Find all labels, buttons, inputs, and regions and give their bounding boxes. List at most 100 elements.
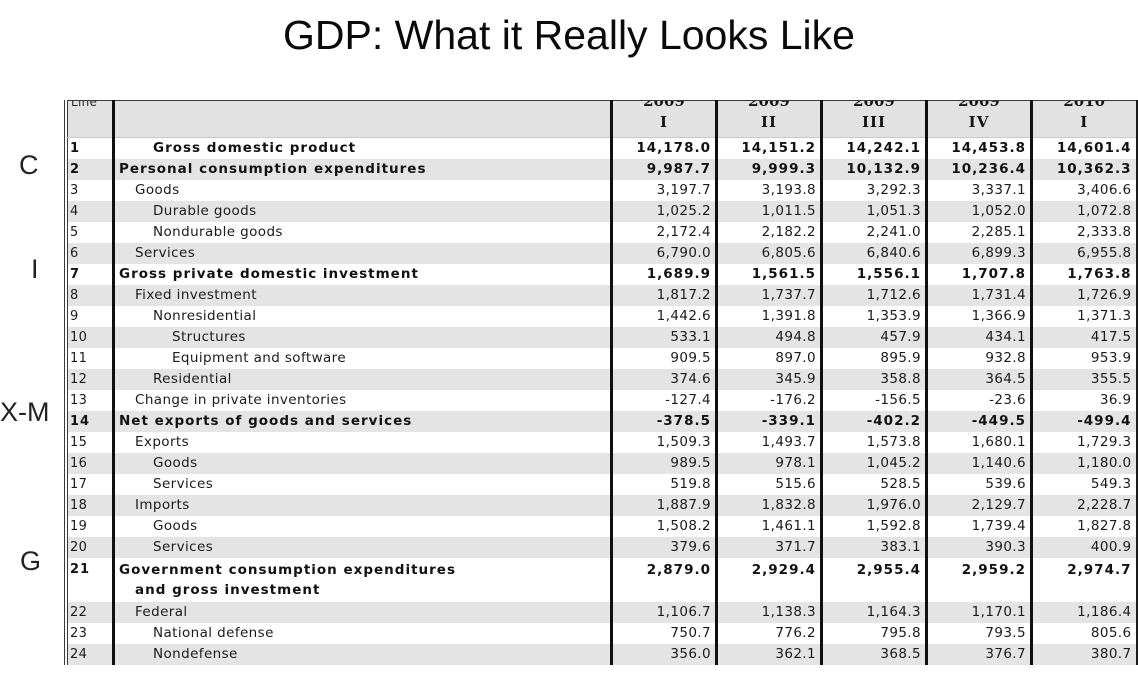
value-cell: 793.5: [926, 623, 1033, 644]
table-row: 7 Gross private domestic investment 1,689.…: [67, 264, 1138, 285]
value-cell: 909.5: [611, 348, 718, 369]
margin-label-investment: I: [31, 254, 39, 284]
value-cell: 1,729.3: [1031, 432, 1138, 453]
value-cell: 1,739.4: [926, 516, 1033, 537]
value-cell: -127.4: [611, 390, 718, 411]
line-column-header: Line: [71, 101, 98, 109]
year-label: 2009: [643, 101, 685, 110]
value-cell: 2,285.1: [926, 222, 1033, 243]
value-cell: 515.6: [716, 474, 823, 495]
line-number: 10: [67, 327, 115, 348]
value-cell: 897.0: [716, 348, 823, 369]
line-number: 4: [67, 201, 115, 222]
table-row: 19 Goods 1,508.2 1,461.1 1,592.8 1,739.4 1,827…: [67, 516, 1138, 537]
table-row: 4 Durable goods 1,025.2 1,011.5 1,051.3 1,052…: [67, 201, 1138, 222]
line-number: 5: [67, 222, 115, 243]
value-cell: 1,164.3: [821, 602, 928, 623]
value-cell: 10,132.9: [821, 159, 928, 180]
value-cell: 1,072.8: [1031, 201, 1138, 222]
table-row: 20 Services 379.6 371.7 383.1 390.3 400.9: [67, 537, 1138, 558]
value-cell: 1,140.6: [926, 453, 1033, 474]
value-cell: 1,556.1: [821, 264, 928, 285]
row-description: Services: [113, 474, 613, 495]
value-cell: 989.5: [611, 453, 718, 474]
value-cell: 1,731.4: [926, 285, 1033, 306]
value-cell: 371.7: [716, 537, 823, 558]
row-description: Nonresidential: [113, 306, 613, 327]
value-cell: -23.6: [926, 390, 1033, 411]
line-number: 18: [67, 495, 115, 516]
row-description: Goods: [113, 516, 613, 537]
table-row: 14 Net exports of goods and services -378.…: [67, 411, 1138, 432]
value-cell: 358.8: [821, 369, 928, 390]
value-cell: 1,353.9: [821, 306, 928, 327]
table-row: 10 Structures 533.1 494.8 457.9 434.1 417.5: [67, 327, 1138, 348]
row-description: Fixed investment: [113, 285, 613, 306]
description-column-header-cell: [113, 100, 613, 138]
value-cell: 1,461.1: [716, 516, 823, 537]
quarter-label: I: [1080, 113, 1089, 131]
table-row: 6 Services 6,790.0 6,805.6 6,840.6 6,899.3 6,9…: [67, 243, 1138, 264]
value-column-header-cell: 2009 III: [821, 100, 928, 138]
table-row: 22 Federal 1,106.7 1,138.3 1,164.3 1,170.1 1,1…: [67, 602, 1138, 623]
value-cell: 380.7: [1031, 644, 1138, 665]
value-cell: 14,178.0: [611, 137, 718, 159]
year-label: 2009: [958, 101, 1000, 110]
value-cell: 9,999.3: [716, 159, 823, 180]
value-cell: 345.9: [716, 369, 823, 390]
row-description: Government consumption expenditures and g…: [113, 558, 613, 602]
line-number: 13: [67, 390, 115, 411]
value-cell: 1,763.8: [1031, 264, 1138, 285]
line-number: 21: [67, 558, 115, 602]
line-number: 11: [67, 348, 115, 369]
line-number: 1: [67, 137, 115, 159]
value-column-header-cell: 2010 I: [1031, 100, 1138, 138]
row-description: Net exports of goods and services: [113, 411, 613, 432]
value-cell: 14,453.8: [926, 137, 1033, 159]
value-cell: 3,406.6: [1031, 180, 1138, 201]
value-cell: 3,193.8: [716, 180, 823, 201]
row-description: Services: [113, 537, 613, 558]
row-description: Federal: [113, 602, 613, 623]
value-cell: 6,790.0: [611, 243, 718, 264]
value-cell: 3,292.3: [821, 180, 928, 201]
margin-label-net-exports: X-M: [0, 397, 50, 427]
line-number: 16: [67, 453, 115, 474]
value-cell: 895.9: [821, 348, 928, 369]
value-cell: 494.8: [716, 327, 823, 348]
quarter-label: III: [861, 113, 887, 131]
row-description: National defense: [113, 623, 613, 644]
line-number: 6: [67, 243, 115, 264]
row-description: Goods: [113, 453, 613, 474]
value-cell: 2,228.7: [1031, 495, 1138, 516]
value-cell: 14,242.1: [821, 137, 928, 159]
value-cell: 1,509.3: [611, 432, 718, 453]
value-cell: 1,508.2: [611, 516, 718, 537]
value-column-header-cell: 2009 IV: [926, 100, 1033, 138]
line-number: 3: [67, 180, 115, 201]
value-cell: 1,827.8: [1031, 516, 1138, 537]
value-cell: 14,601.4: [1031, 137, 1138, 159]
table-row: 16 Goods 989.5 978.1 1,045.2 1,140.6 1,180.0: [67, 453, 1138, 474]
value-cell: 795.8: [821, 623, 928, 644]
value-cell: 1,366.9: [926, 306, 1033, 327]
value-cell: -499.4: [1031, 411, 1138, 432]
value-cell: 1,592.8: [821, 516, 928, 537]
value-cell: 776.2: [716, 623, 823, 644]
gdp-table-container: Line 2009 I 2009 II 2009 III 2009 IV 2010 I 1 Gros…: [64, 100, 1138, 665]
value-cell: 356.0: [611, 644, 718, 665]
value-cell: 1,051.3: [821, 201, 928, 222]
value-cell: -176.2: [716, 390, 823, 411]
value-cell: 2,333.8: [1031, 222, 1138, 243]
value-column-header-cell: 2009 I: [611, 100, 718, 138]
gdp-table: Line 2009 I 2009 II 2009 III 2009 IV 2010 I 1 Gros…: [67, 100, 1138, 665]
row-description: Gross domestic product: [113, 137, 613, 159]
row-description: Nondurable goods: [113, 222, 613, 243]
value-cell: 383.1: [821, 537, 928, 558]
value-cell: 6,805.6: [716, 243, 823, 264]
value-cell: 1,726.9: [1031, 285, 1138, 306]
table-row: 18 Imports 1,887.9 1,832.8 1,976.0 2,129.7 2,2…: [67, 495, 1138, 516]
row-description: Durable goods: [113, 201, 613, 222]
page-title: GDP: What it Really Looks Like: [283, 12, 855, 58]
row-description: Services: [113, 243, 613, 264]
